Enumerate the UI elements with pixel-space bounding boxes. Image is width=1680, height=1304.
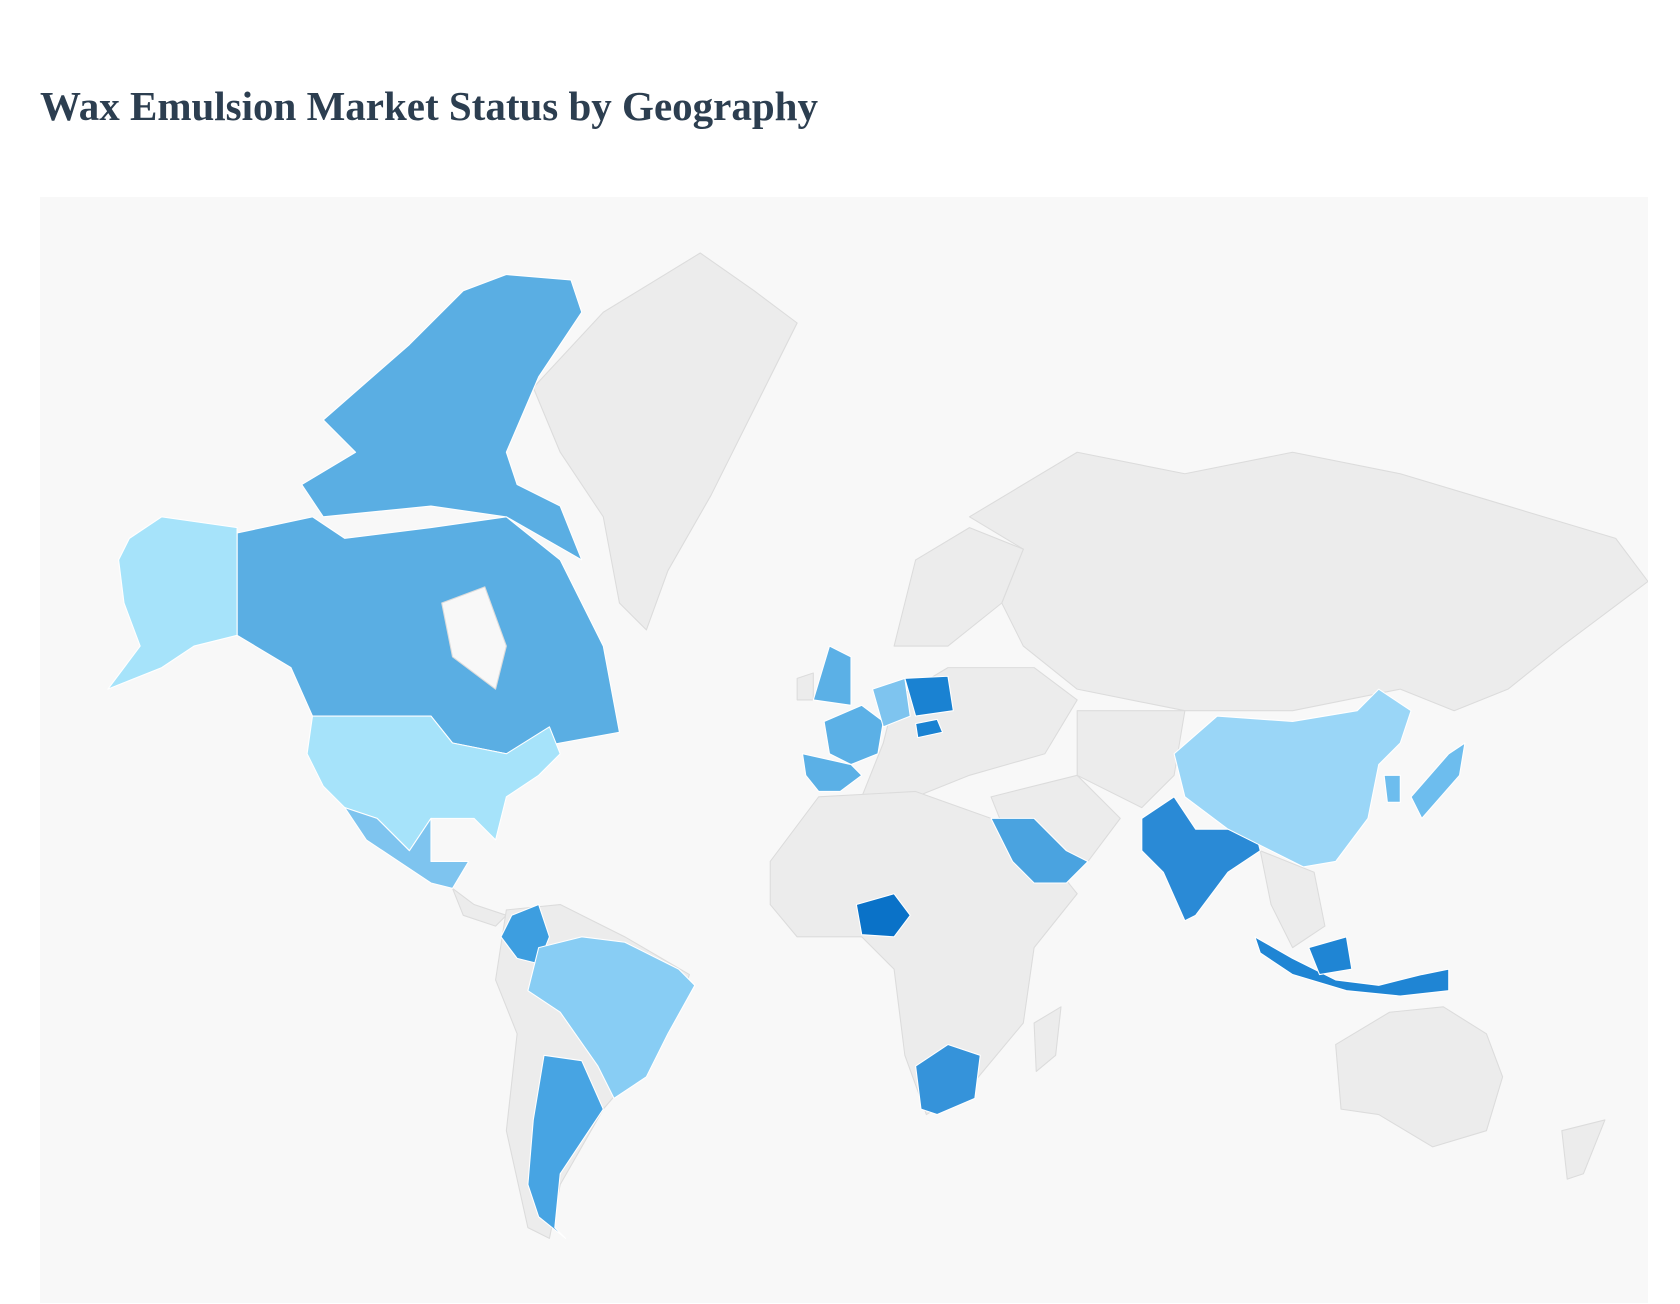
hungary [915,718,944,739]
canada-islands [301,274,583,561]
poland [904,675,954,717]
madagascar [1033,1006,1062,1072]
indonesia [1254,936,1450,997]
germany [872,677,911,728]
uk [812,645,852,706]
alaska [107,516,238,690]
southeast-asia [1259,850,1326,949]
brazil [527,936,696,1099]
mexico [344,807,470,889]
japan [1410,742,1466,819]
russia [968,451,1648,712]
south-africa [915,1044,981,1116]
new-zealand [1561,1119,1606,1180]
greenland [532,252,798,631]
borneo [1308,936,1353,976]
hudson-bay [441,586,507,690]
world-map [40,197,1648,1303]
africa [769,790,1078,1116]
usa [306,715,561,852]
ireland [796,672,814,701]
nigeria [855,893,911,938]
south-korea [1383,774,1401,803]
spain [801,753,863,792]
scandinavia [893,527,1024,647]
argentina [527,1054,604,1239]
canada [236,516,620,755]
india [1141,796,1261,922]
central-america [451,887,507,927]
central-asia [1076,710,1186,809]
saudi-arabia [990,817,1089,884]
china [1173,688,1412,868]
page-title: Wax Emulsion Market Status by Geography [40,83,818,129]
australia [1335,1006,1504,1148]
france [823,704,884,766]
